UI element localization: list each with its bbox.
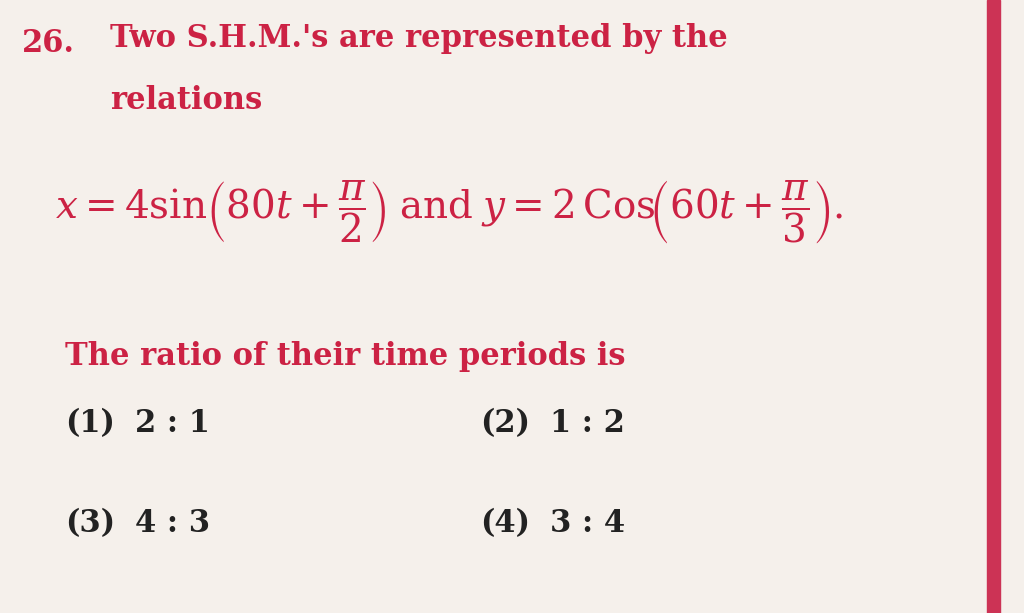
Text: relations: relations <box>110 85 262 116</box>
Bar <box>987 0 1000 613</box>
Text: 26.: 26. <box>22 28 75 59</box>
Text: 2 : 1: 2 : 1 <box>135 408 210 439</box>
Text: (4): (4) <box>480 508 530 539</box>
Text: (1): (1) <box>65 408 115 439</box>
Text: $x=4\sin\!\left(80t+\dfrac{\pi}{2}\right)\;\mathrm{and}\;y=2\,\mathrm{Cos}\!\lef: $x=4\sin\!\left(80t+\dfrac{\pi}{2}\right… <box>55 178 843 245</box>
Text: Two S.H.M.'s are represented by the: Two S.H.M.'s are represented by the <box>110 23 728 54</box>
Text: The ratio of their time periods is: The ratio of their time periods is <box>65 341 626 372</box>
Text: 3 : 4: 3 : 4 <box>550 508 625 539</box>
Text: 4 : 3: 4 : 3 <box>135 508 210 539</box>
Text: 1 : 2: 1 : 2 <box>550 408 625 439</box>
Text: (2): (2) <box>480 408 530 439</box>
Text: (3): (3) <box>65 508 115 539</box>
